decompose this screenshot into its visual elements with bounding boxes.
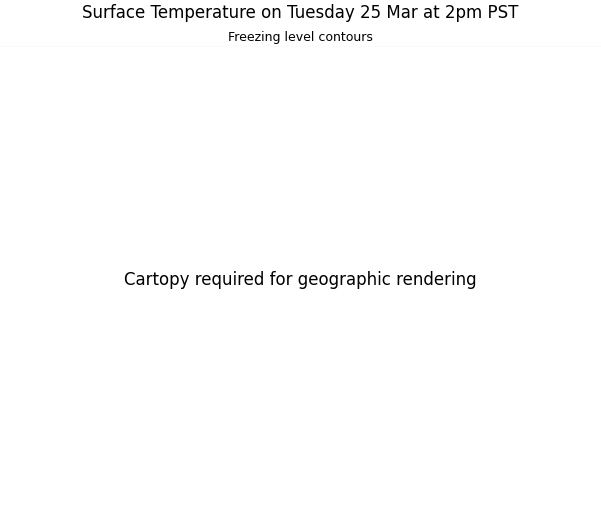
Text: Freezing level contours: Freezing level contours (228, 31, 373, 44)
Text: Cartopy required for geographic rendering: Cartopy required for geographic renderin… (124, 271, 477, 289)
Text: Surface Temperature on Tuesday 25 Mar at 2pm PST: Surface Temperature on Tuesday 25 Mar at… (82, 4, 519, 22)
